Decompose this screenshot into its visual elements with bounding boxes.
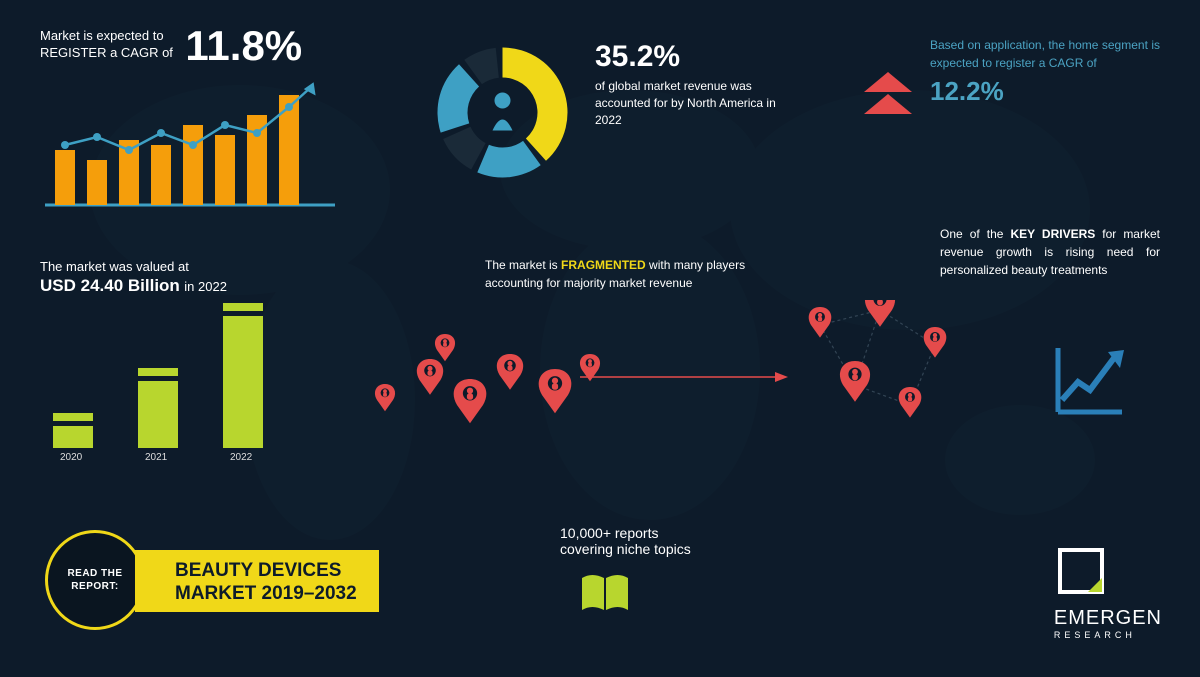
valued-post: in 2022 — [184, 279, 227, 294]
market-value-stat: The market was valued at USD 24.40 Billi… — [40, 258, 320, 296]
cagr-label-2: REGISTER a CAGR of — [40, 45, 173, 60]
badge-text: READ THE REPORT: — [48, 567, 142, 593]
bar-label-2020: 2020 — [60, 452, 82, 463]
report-title-bar: BEAUTY DEVICES MARKET 2019–2032 — [135, 550, 379, 612]
title-l2: MARKET 2019–2032 — [175, 583, 357, 604]
north-america-stat: 35.2% of global market revenue was accou… — [595, 40, 795, 128]
trend-up-icon — [1050, 340, 1130, 425]
home-text: Based on application, the home segment i… — [930, 36, 1160, 72]
emergen-logo: EMERGEN RESEARCH — [1054, 544, 1162, 640]
driver-pre: One of the — [940, 227, 1010, 241]
reports-l1: 10,000+ reports — [560, 525, 780, 541]
book-icon — [580, 572, 630, 619]
frag-pre: The market is — [485, 258, 561, 272]
logo-name: EMERGEN — [1054, 607, 1162, 630]
cagr-value: 11.8% — [185, 22, 302, 70]
arrow-right-icon — [580, 370, 790, 389]
pins-scatter-left — [355, 320, 615, 440]
region-donut-chart — [430, 40, 575, 185]
logo-mark-icon — [1054, 544, 1108, 598]
key-driver-stat: One of the KEY DRIVERS for market revenu… — [940, 225, 1160, 279]
cagr-stat: Market is expected to REGISTER a CAGR of… — [40, 22, 370, 70]
valued-value: USD 24.40 Billion — [40, 276, 180, 295]
bar-label-2022: 2022 — [230, 452, 252, 463]
growth-barline-chart — [40, 75, 340, 215]
frag-hi: FRAGMENTED — [561, 258, 646, 272]
valued-pre: The market was valued at — [40, 259, 189, 274]
cagr-label-1: Market is expected to — [40, 28, 164, 43]
fragmented-stat: The market is FRAGMENTED with many playe… — [485, 256, 775, 292]
home-value: 12.2% — [930, 76, 1160, 107]
pins-network-right — [790, 300, 990, 440]
home-segment-stat: Based on application, the home segment i… — [930, 36, 1160, 107]
bar-label-2021: 2021 — [145, 452, 167, 463]
reports-l2: covering niche topics — [560, 541, 780, 557]
market-value-bars: 2020 2021 2022 — [45, 300, 305, 450]
na-value: 35.2% — [595, 40, 795, 74]
title-l1: BEAUTY DEVICES — [175, 560, 341, 581]
logo-sub: RESEARCH — [1054, 630, 1162, 640]
reports-stat: 10,000+ reports covering niche topics — [560, 525, 780, 557]
driver-hi: KEY DRIVERS — [1010, 227, 1095, 241]
up-arrows-icon — [860, 72, 916, 137]
na-text: of global market revenue was accounted f… — [595, 78, 795, 128]
